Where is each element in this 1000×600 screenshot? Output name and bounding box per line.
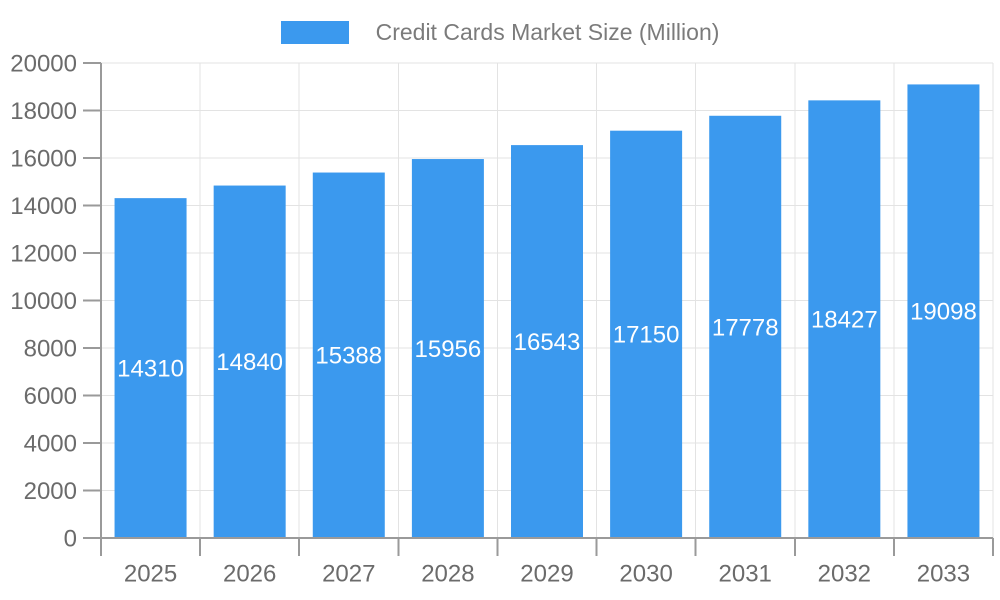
bar-2032[interactable] — [808, 100, 881, 538]
bar-2029[interactable] — [511, 145, 583, 538]
bar-value-label: 15388 — [315, 343, 382, 370]
y-tick-label: 8000 — [24, 335, 77, 362]
bar-value-label: 17150 — [613, 322, 680, 349]
y-tick-label: 16000 — [10, 145, 77, 172]
x-tick-label: 2031 — [719, 560, 772, 587]
legend-swatch[interactable] — [280, 21, 349, 44]
bar-value-label: 19098 — [910, 299, 977, 326]
bar-value-label: 15956 — [415, 336, 482, 363]
bar-2030[interactable] — [610, 130, 683, 538]
y-tick-label: 10000 — [10, 288, 77, 315]
bar-value-label: 16543 — [514, 329, 581, 356]
y-tick-label: 4000 — [24, 430, 77, 457]
bar-2031[interactable] — [709, 115, 782, 539]
bar-value-label: 14840 — [216, 349, 283, 376]
x-tick-label: 2028 — [421, 560, 474, 587]
x-tick-label: 2026 — [223, 560, 276, 587]
y-tick-label: 6000 — [24, 383, 77, 410]
bar-value-label: 17778 — [712, 314, 779, 341]
y-tick-label: 18000 — [10, 98, 77, 125]
x-tick-label: 2030 — [619, 560, 672, 587]
y-tick-label: 14000 — [10, 193, 77, 220]
legend-label[interactable]: Credit Cards Market Size (Million) — [375, 19, 720, 45]
bar-2028[interactable] — [411, 159, 484, 539]
x-tick-label: 2033 — [917, 560, 970, 587]
bar-2027[interactable] — [312, 172, 385, 538]
y-tick-label: 20000 — [10, 50, 77, 77]
y-tick-label: 2000 — [24, 478, 77, 505]
x-tick-label: 2032 — [818, 560, 871, 587]
y-tick-label: 12000 — [10, 240, 77, 267]
x-tick-label: 2025 — [124, 560, 177, 587]
bar-2033[interactable] — [907, 84, 980, 539]
bar-2026[interactable] — [213, 185, 286, 539]
bar-value-label: 18427 — [811, 307, 878, 334]
bar-value-label: 14310 — [117, 355, 184, 382]
bar-2025[interactable] — [114, 198, 187, 538]
y-tick-label: 0 — [64, 525, 77, 552]
chart-legend[interactable]: Credit Cards Market Size (Million) — [0, 19, 1000, 46]
x-tick-label: 2029 — [520, 560, 573, 587]
x-tick-label: 2027 — [322, 560, 375, 587]
